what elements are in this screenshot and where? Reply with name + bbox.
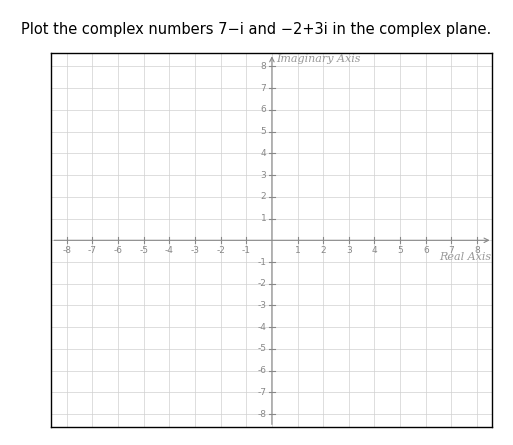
Text: -4: -4 — [258, 323, 266, 332]
Text: -7: -7 — [257, 388, 266, 397]
Text: 2: 2 — [321, 247, 326, 255]
Text: 5: 5 — [261, 127, 266, 136]
Text: -5: -5 — [139, 247, 148, 255]
Text: -1: -1 — [242, 247, 251, 255]
Text: 6: 6 — [261, 105, 266, 114]
Text: 6: 6 — [423, 247, 429, 255]
Text: -3: -3 — [257, 301, 266, 310]
Text: -3: -3 — [190, 247, 200, 255]
Text: 3: 3 — [346, 247, 352, 255]
Text: Real Axis: Real Axis — [439, 252, 491, 262]
Text: -7: -7 — [88, 247, 97, 255]
Text: 1: 1 — [261, 214, 266, 223]
Text: 3: 3 — [261, 170, 266, 180]
Text: 7: 7 — [261, 84, 266, 93]
Text: 1: 1 — [294, 247, 301, 255]
Text: 2: 2 — [261, 192, 266, 201]
Text: -6: -6 — [257, 366, 266, 375]
Text: -6: -6 — [113, 247, 123, 255]
Text: -8: -8 — [257, 410, 266, 419]
Text: -1: -1 — [257, 258, 266, 267]
Text: 7: 7 — [448, 247, 455, 255]
Text: -5: -5 — [257, 344, 266, 353]
Text: Imaginary Axis: Imaginary Axis — [276, 54, 360, 65]
Text: -2: -2 — [258, 279, 266, 288]
Text: Plot the complex numbers 7−i and −2+3i in the complex plane.: Plot the complex numbers 7−i and −2+3i i… — [21, 22, 491, 37]
Text: 4: 4 — [372, 247, 377, 255]
Text: -8: -8 — [62, 247, 71, 255]
Text: 8: 8 — [474, 247, 480, 255]
Text: 8: 8 — [261, 62, 266, 71]
Text: -4: -4 — [165, 247, 174, 255]
Text: 5: 5 — [397, 247, 403, 255]
Text: 4: 4 — [261, 149, 266, 158]
Text: -2: -2 — [216, 247, 225, 255]
